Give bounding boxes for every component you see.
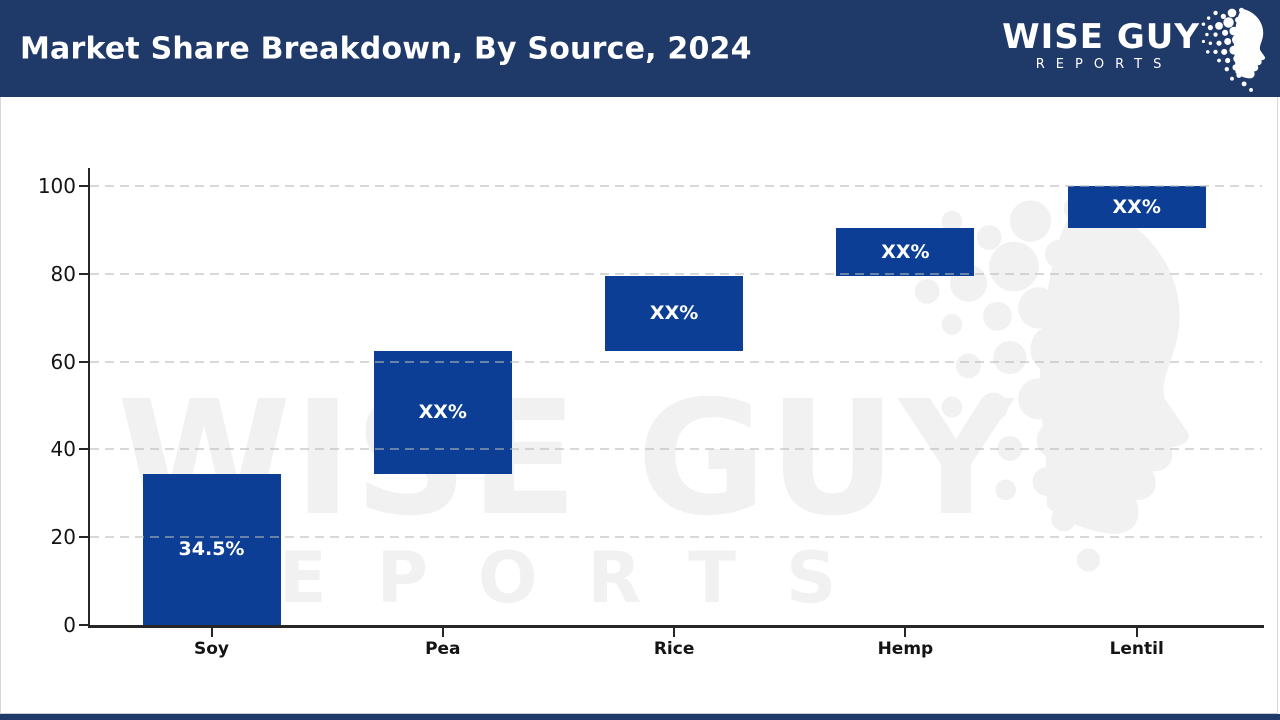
x-tick-mark <box>1135 628 1138 637</box>
x-tick-mark <box>904 628 907 637</box>
y-tick-mark <box>79 536 88 539</box>
x-tick-mark <box>441 628 444 637</box>
y-tick-mark <box>79 624 88 626</box>
page-title: Market Share Breakdown, By Source, 2024 <box>20 31 752 66</box>
x-axis-label-soy: Soy <box>193 639 229 659</box>
header-bar: Market Share Breakdown, By Source, 2024 … <box>0 0 1280 97</box>
logo-wordmark: WISE GUY <box>1002 17 1200 57</box>
y-tick-mark <box>79 185 88 187</box>
y-tick-mark <box>79 360 88 363</box>
y-tick-label: 20 <box>50 525 76 550</box>
head-profile-icon <box>1201 7 1266 92</box>
y-tick-label: 80 <box>50 261 76 286</box>
x-axis-spine <box>88 625 1264 628</box>
y-tick-label: 40 <box>50 437 76 462</box>
footer-bar <box>0 714 1280 720</box>
logo-subtitle: REPORTS <box>1035 56 1173 72</box>
y-tick-label: 100 <box>37 174 76 198</box>
bar-value-label: XX% <box>881 240 930 263</box>
logo-text: WISE GUY REPORTS <box>1002 17 1200 72</box>
bar-value-label: XX% <box>418 401 467 424</box>
bar-pea: XX% <box>373 350 512 474</box>
bar-hemp: XX% <box>836 227 975 276</box>
gridline-40 <box>90 448 1262 451</box>
x-axis-label-rice: Rice <box>653 639 695 659</box>
x-tick-mark <box>210 628 213 637</box>
bar-rice: XX% <box>605 275 744 351</box>
bar-value-label: XX% <box>1112 195 1161 218</box>
bar-value-label: 34.5% <box>178 538 245 561</box>
y-tick-label: 60 <box>50 349 76 374</box>
bar-value-label: XX% <box>649 302 699 325</box>
gridline-100 <box>90 185 1262 187</box>
y-axis-spine <box>88 168 90 627</box>
x-axis-label-hemp: Hemp <box>877 639 934 659</box>
x-tick-mark <box>673 628 676 637</box>
y-tick-label: 0 <box>63 613 76 637</box>
bar-lentil: XX% <box>1067 186 1206 228</box>
wise-guy-reports-logo: WISE GUY REPORTS <box>992 4 1272 94</box>
x-axis-label-pea: Pea <box>425 639 461 659</box>
y-tick-mark <box>79 272 88 275</box>
gridline-60 <box>90 360 1262 363</box>
x-axis-label-lentil: Lentil <box>1109 639 1164 659</box>
gridline-80 <box>90 272 1262 275</box>
watermark-head-profile <box>910 196 1189 572</box>
watermark-subtitle: REPORTS <box>175 537 887 619</box>
bar-soy: 34.5% <box>142 473 281 625</box>
gridline-20 <box>90 536 1262 539</box>
y-tick-mark <box>79 448 88 451</box>
